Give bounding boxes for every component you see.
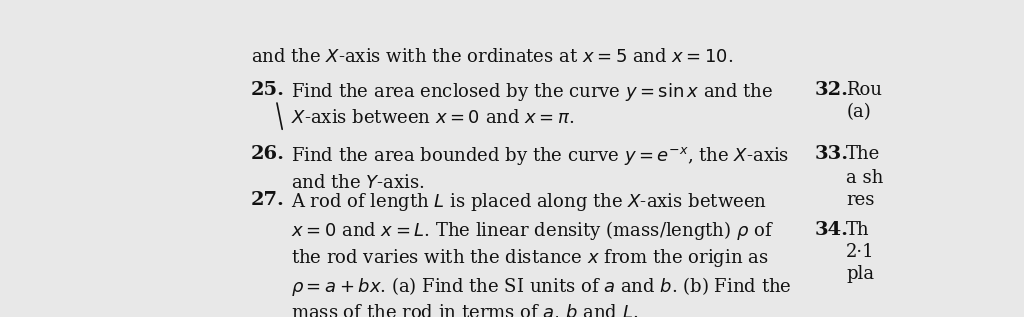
Text: 27.: 27. — [251, 191, 285, 209]
Text: and the $X$-axis with the ordinates at $x = 5$ and $x = 10$.: and the $X$-axis with the ordinates at $… — [251, 48, 733, 66]
Text: $x = 0$ and $x = L$. The linear density (mass/length) $\rho$ of: $x = 0$ and $x = L$. The linear density … — [291, 219, 774, 242]
Text: A rod of length $L$ is placed along the $X$-axis between: A rod of length $L$ is placed along the … — [291, 191, 767, 213]
Text: Rou: Rou — [846, 81, 883, 99]
Text: 32.: 32. — [814, 81, 849, 99]
Text: Find the area bounded by the curve $y = e^{-x}$, the $X$-axis: Find the area bounded by the curve $y = … — [291, 146, 788, 167]
Text: 26.: 26. — [251, 146, 285, 164]
Text: (a): (a) — [846, 103, 871, 121]
Text: pla: pla — [846, 265, 874, 283]
Text: and the $Y$-axis.: and the $Y$-axis. — [291, 173, 425, 191]
Text: $\rho = a + bx$. (a) Find the SI units of $a$ and $b$. (b) Find the: $\rho = a + bx$. (a) Find the SI units o… — [291, 275, 792, 298]
Text: 33.: 33. — [814, 146, 849, 164]
Text: 25.: 25. — [251, 81, 285, 99]
Text: 34.: 34. — [814, 221, 849, 239]
Text: a sh: a sh — [846, 169, 884, 187]
Text: mass of the rod in terms of $a$, $b$ and $L$.: mass of the rod in terms of $a$, $b$ and… — [291, 303, 638, 317]
Text: 2·1: 2·1 — [846, 243, 874, 261]
Text: Find the area enclosed by the curve $y = \sin x$ and the: Find the area enclosed by the curve $y =… — [291, 81, 773, 103]
Text: Th: Th — [846, 221, 869, 239]
Text: $X$-axis between $x = 0$ and $x = \pi$.: $X$-axis between $x = 0$ and $x = \pi$. — [291, 109, 574, 127]
Text: the rod varies with the distance $x$ from the origin as: the rod varies with the distance $x$ fro… — [291, 247, 768, 269]
Text: res: res — [846, 191, 874, 209]
Text: The: The — [846, 146, 881, 164]
